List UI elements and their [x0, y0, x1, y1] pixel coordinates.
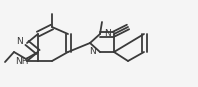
Text: N: N — [89, 48, 96, 56]
Text: N: N — [16, 37, 23, 46]
Text: NH: NH — [15, 58, 29, 66]
Text: N: N — [104, 29, 111, 39]
